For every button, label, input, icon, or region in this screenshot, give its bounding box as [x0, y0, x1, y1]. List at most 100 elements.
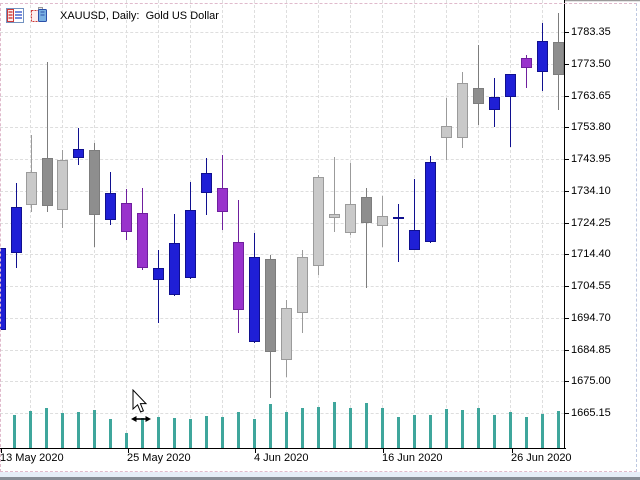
candle-body [329, 213, 340, 218]
status-strip [0, 472, 640, 477]
price-label: 1734.10 [571, 184, 611, 197]
candle-body [537, 40, 548, 72]
candle-body [0, 248, 6, 330]
horizontal-grid-line [0, 222, 564, 224]
candle-body [217, 188, 228, 212]
vertical-grid-line [446, 0, 447, 448]
date-tick [128, 449, 129, 453]
date-tick [1, 449, 2, 453]
date-tick [255, 449, 256, 453]
candle-wick [398, 203, 399, 262]
horizontal-grid-line [0, 381, 564, 383]
volume-bar [141, 418, 144, 448]
candle-wick [334, 156, 335, 232]
price-label: 1665.15 [571, 407, 611, 419]
chart-header: XAUUSD, Daily: Gold US Dollar [6, 7, 219, 24]
chart-title: XAUUSD, Daily: Gold US Dollar [60, 9, 219, 22]
candle-body [553, 41, 564, 76]
candle-body [345, 203, 356, 233]
volume-bar [413, 415, 416, 448]
price-tick [564, 286, 569, 287]
price-tick [564, 413, 569, 414]
volume-bar [445, 409, 448, 448]
volume-bar [509, 412, 512, 448]
price-label: 1743.95 [571, 153, 611, 165]
candle-wick [414, 178, 415, 251]
date-tick [383, 449, 384, 453]
candle-body [297, 256, 308, 313]
price-label: 1724.25 [571, 216, 611, 229]
price-label: 1753.80 [571, 121, 611, 134]
price-tick [564, 222, 569, 224]
candle-body [473, 87, 484, 105]
volume-bar [461, 410, 464, 448]
volume-bar [301, 408, 304, 448]
price-label: 1763.65 [571, 89, 611, 102]
price-tick [564, 127, 569, 129]
candle-body [105, 193, 116, 221]
candle-body [377, 215, 388, 226]
volume-bar [397, 417, 400, 448]
volume-bar [525, 417, 528, 448]
candle-body [89, 150, 100, 215]
volume-bar [109, 419, 112, 448]
volume-bar [221, 417, 224, 448]
candle-body [57, 160, 68, 211]
horizontal-grid-line [0, 63, 564, 65]
price-tick [564, 317, 569, 319]
candle-body [249, 256, 260, 342]
date-axis-line [0, 448, 566, 449]
volume-bar [557, 411, 560, 448]
candle-body [489, 96, 500, 110]
candle-body [185, 210, 196, 279]
volume-bar [381, 408, 384, 448]
candle-wick [478, 45, 479, 125]
candle-body [281, 308, 292, 360]
price-tick [564, 63, 569, 65]
candle-body [73, 148, 84, 158]
candle-wick [350, 163, 351, 235]
volume-bar [285, 412, 288, 448]
volume-bar [493, 415, 496, 448]
price-label: 1714.40 [571, 248, 611, 261]
candle-body [137, 212, 148, 269]
window-bottom-edge [0, 477, 640, 480]
candle-body [361, 196, 372, 223]
candle-body [521, 57, 532, 68]
price-tick [564, 349, 569, 351]
chart-plot-area[interactable] [0, 0, 564, 448]
candle-body [441, 125, 452, 138]
vertical-grid-line [478, 0, 479, 448]
volume-bar [29, 411, 32, 448]
candle-wick [366, 188, 367, 289]
symbol-chart-icon[interactable] [30, 7, 48, 24]
horizontal-grid-line [0, 413, 564, 414]
volume-bar [173, 418, 176, 448]
candle-wick [158, 250, 159, 323]
horizontal-grid-line [0, 254, 564, 256]
candle-body [42, 157, 53, 206]
horizontal-grid-line [0, 127, 564, 129]
volume-bar [189, 419, 192, 448]
price-label: 1783.35 [571, 26, 611, 38]
price-label: 1684.85 [571, 343, 611, 356]
horizontal-grid-line [0, 286, 564, 287]
price-label: 1675.00 [571, 375, 611, 388]
volume-bar [61, 413, 64, 448]
date-label: 25 May 2020 [127, 452, 191, 464]
candle-body [26, 172, 37, 205]
date-label: 4 Jun 2020 [254, 452, 309, 464]
volume-bar [333, 402, 336, 448]
volume-bar [349, 408, 352, 448]
volume-bar [157, 417, 160, 448]
quotes-grid-icon[interactable] [6, 7, 24, 24]
price-tick [564, 190, 569, 192]
vertical-grid-line [254, 0, 255, 448]
date-label: 13 May 2020 [0, 452, 64, 464]
volume-bar [125, 433, 128, 448]
volume-bar [477, 408, 480, 448]
price-label: 1694.70 [571, 311, 611, 324]
horizontal-grid-line [0, 159, 564, 160]
price-label: 1704.55 [571, 280, 611, 292]
